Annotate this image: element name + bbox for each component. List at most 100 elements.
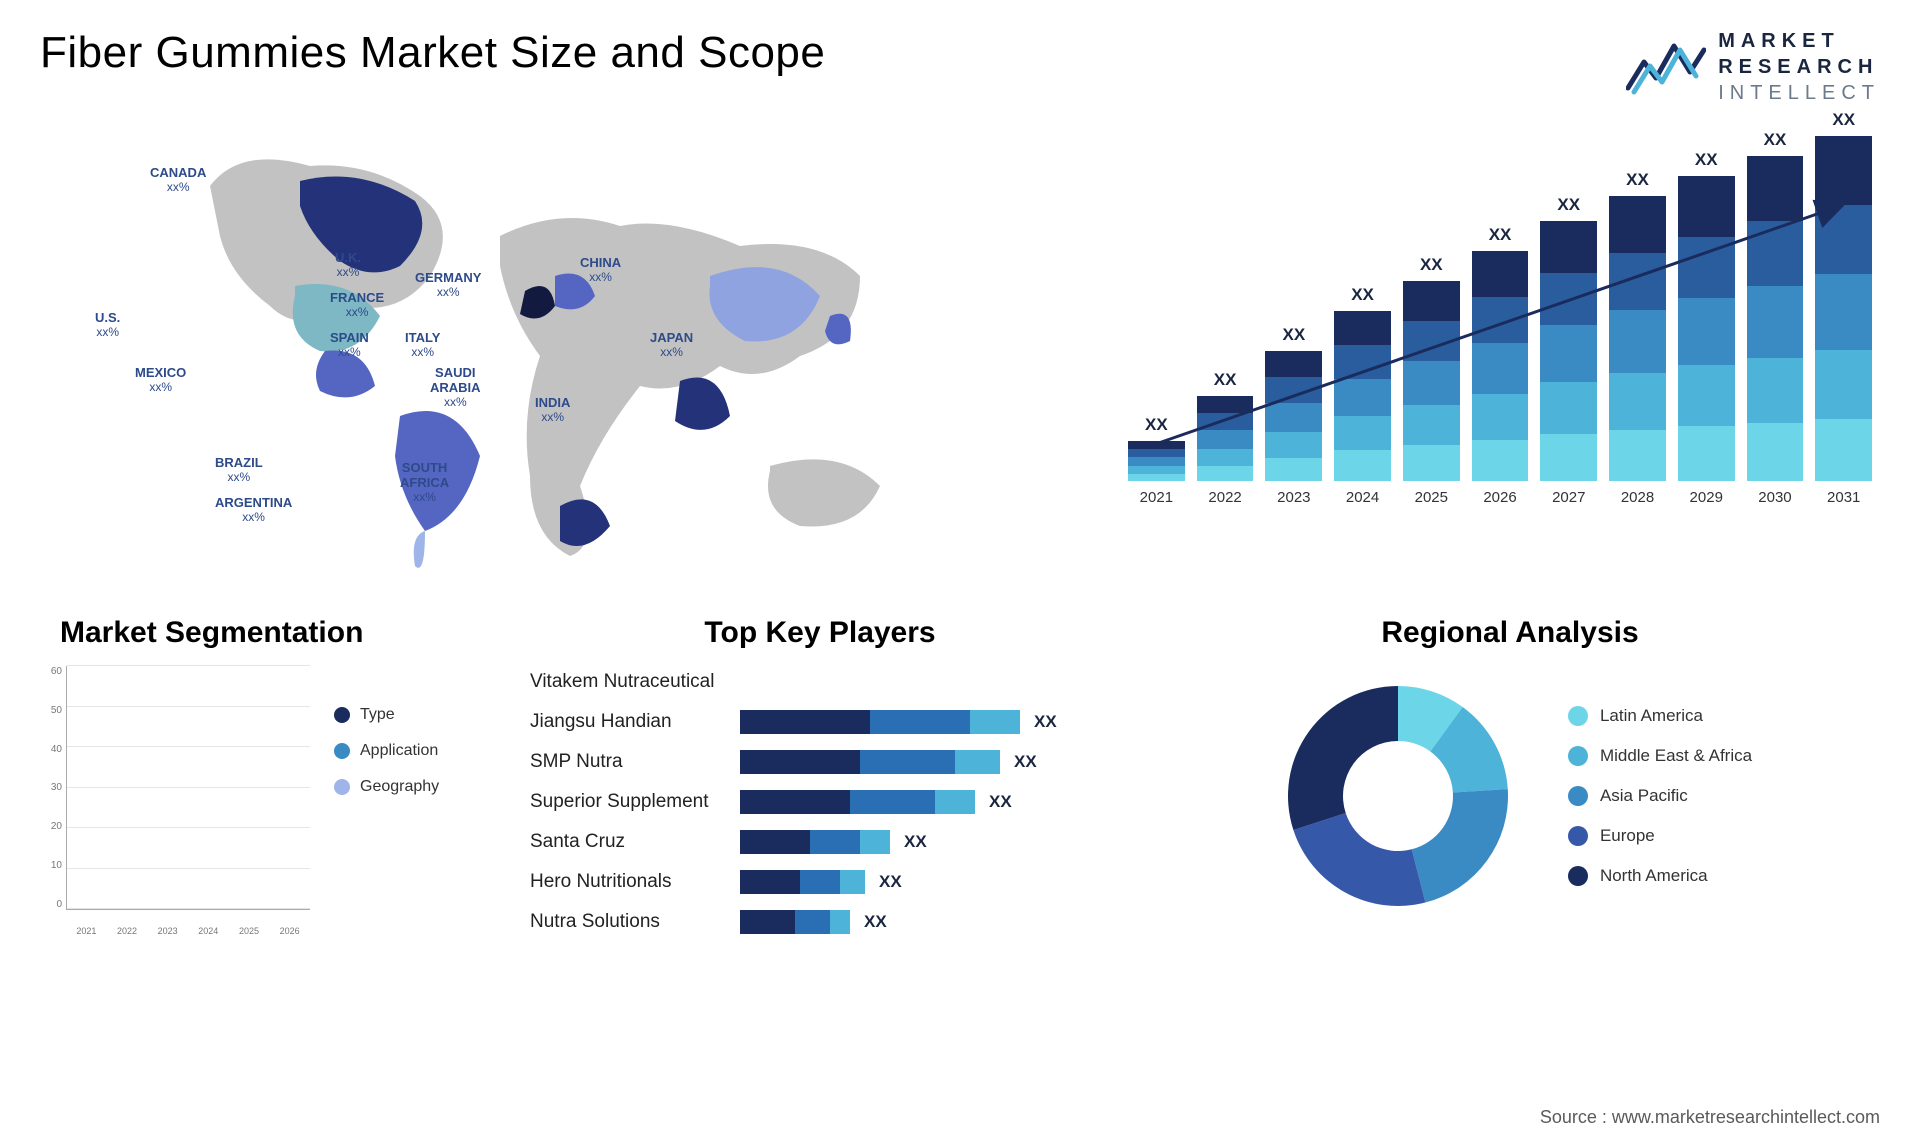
segmentation-title: Market Segmentation: [60, 616, 500, 650]
world-map-panel: CANADAxx% U.S.xx% MEXICOxx% BRAZILxx% ARGENT…: [40, 136, 1060, 576]
growth-bar-col: XX2024: [1334, 285, 1391, 506]
growth-bar: [1540, 221, 1597, 481]
growth-chart-panel: XX2021XX2022XX2023XX2024XX2025XX2026XX20…: [1120, 136, 1880, 576]
world-map: [40, 136, 1060, 576]
segmentation-chart: 6050403020100 202120222023202420252026: [40, 666, 310, 936]
page-title: Fiber Gummies Market Size and Scope: [40, 28, 825, 78]
players-title: Top Key Players: [530, 616, 1110, 650]
growth-bar-label-bottom: 2031: [1827, 489, 1860, 506]
top-row: CANADAxx% U.S.xx% MEXICOxx% BRAZILxx% ARGENT…: [40, 136, 1880, 576]
player-value: XX: [904, 832, 927, 852]
map-label: SOUTHAFRICAxx%: [400, 461, 449, 505]
player-value: XX: [989, 792, 1012, 812]
growth-bar-label-top: XX: [1832, 110, 1855, 130]
segmentation-panel: Market Segmentation 6050403020100 202120…: [40, 616, 500, 956]
player-row: SMP NutraXX: [530, 746, 1110, 778]
player-bar: [740, 750, 1000, 774]
map-label: ARGENTINAxx%: [215, 496, 292, 525]
map-label: CANADAxx%: [150, 166, 206, 195]
map-label: JAPANxx%: [650, 331, 693, 360]
player-bar: [740, 870, 865, 894]
donut-slice: [1293, 813, 1425, 906]
legend-dot-icon: [334, 707, 350, 723]
growth-bar-col: XX2026: [1472, 225, 1529, 506]
growth-bar: [1747, 156, 1804, 481]
growth-bar: [1128, 441, 1185, 481]
regional-title: Regional Analysis: [1140, 616, 1880, 650]
growth-bar: [1815, 136, 1872, 481]
legend-dot-icon: [1568, 746, 1588, 766]
donut-slice: [1412, 789, 1508, 902]
player-row: Santa Cruz XX: [530, 826, 1110, 858]
player-name: Santa Cruz: [530, 831, 740, 853]
map-label: SPAINxx%: [330, 331, 369, 360]
growth-bar-label-top: XX: [1214, 370, 1237, 390]
seg-bars: [67, 666, 310, 909]
player-name: SMP Nutra: [530, 751, 740, 773]
map-label: BRAZILxx%: [215, 456, 263, 485]
segmentation-legend: TypeApplicationGeography: [334, 666, 439, 936]
growth-bar: [1334, 311, 1391, 481]
growth-bar-label-bottom: 2026: [1483, 489, 1516, 506]
seg-x-axis: 202120222023202420252026: [66, 926, 310, 936]
donut-chart: [1268, 666, 1528, 926]
regional-panel: Regional Analysis Latin AmericaMiddle Ea…: [1140, 616, 1880, 956]
player-row: Vitakem Nutraceutical: [530, 666, 1110, 698]
player-row: Hero NutritionalsXX: [530, 866, 1110, 898]
legend-dot-icon: [1568, 826, 1588, 846]
growth-bar: [1197, 396, 1254, 481]
player-row: Superior Supplement XX: [530, 786, 1110, 818]
legend-item: Application: [334, 742, 439, 760]
growth-bar: [1403, 281, 1460, 481]
growth-bar-col: XX2025: [1403, 255, 1460, 506]
legend-dot-icon: [334, 779, 350, 795]
seg-plot: [66, 666, 310, 910]
growth-chart: XX2021XX2022XX2023XX2024XX2025XX2026XX20…: [1120, 136, 1880, 576]
map-label: INDIAxx%: [535, 396, 570, 425]
growth-bar-label-bottom: 2025: [1415, 489, 1448, 506]
map-label: U.S.xx%: [95, 311, 120, 340]
growth-bar-label-bottom: 2029: [1690, 489, 1723, 506]
growth-bar-label-top: XX: [1557, 195, 1580, 215]
legend-dot-icon: [1568, 786, 1588, 806]
header: Fiber Gummies Market Size and Scope MARK…: [40, 28, 1880, 106]
growth-bar-label-top: XX: [1351, 285, 1374, 305]
player-row: Jiangsu HandianXX: [530, 706, 1110, 738]
growth-bar-col: XX2028: [1609, 170, 1666, 506]
legend-item: Asia Pacific: [1568, 786, 1752, 806]
growth-bar-label-top: XX: [1764, 130, 1787, 150]
logo-icon: [1626, 38, 1706, 96]
legend-item: Latin America: [1568, 706, 1752, 726]
logo-text: MARKET RESEARCH INTELLECT: [1718, 28, 1880, 106]
legend-dot-icon: [1568, 706, 1588, 726]
player-name: Superior Supplement: [530, 791, 740, 813]
growth-bar: [1472, 251, 1529, 481]
legend-item: North America: [1568, 866, 1752, 886]
growth-bar-label-bottom: 2023: [1277, 489, 1310, 506]
player-row: Nutra SolutionsXX: [530, 906, 1110, 938]
legend-dot-icon: [1568, 866, 1588, 886]
bottom-row: Market Segmentation 6050403020100 202120…: [40, 616, 1880, 956]
growth-bar-label-bottom: 2027: [1552, 489, 1585, 506]
player-bar: [740, 830, 890, 854]
map-label: CHINAxx%: [580, 256, 621, 285]
growth-bar-label-bottom: 2028: [1621, 489, 1654, 506]
growth-bar-col: XX 2030: [1747, 130, 1804, 506]
legend-item: Geography: [334, 778, 439, 796]
growth-bar-label-top: XX: [1695, 150, 1718, 170]
growth-bar-col: XX 2022: [1197, 370, 1254, 506]
growth-bar-col: XX 2031: [1815, 110, 1872, 506]
growth-bar-label-top: XX: [1145, 415, 1168, 435]
player-value: XX: [879, 872, 902, 892]
map-label: MEXICOxx%: [135, 366, 186, 395]
map-label: ITALYxx%: [405, 331, 440, 360]
growth-bar-label-bottom: 2022: [1208, 489, 1241, 506]
growth-bar: [1609, 196, 1666, 481]
growth-bar-label-bottom: 2030: [1758, 489, 1791, 506]
map-label: FRANCExx%: [330, 291, 384, 320]
player-name: Jiangsu Handian: [530, 711, 740, 733]
donut-slice: [1288, 686, 1398, 830]
seg-y-axis: 6050403020100: [40, 666, 62, 910]
growth-bar-col: XX2023: [1265, 325, 1322, 506]
map-label: SAUDIARABIAxx%: [430, 366, 481, 410]
